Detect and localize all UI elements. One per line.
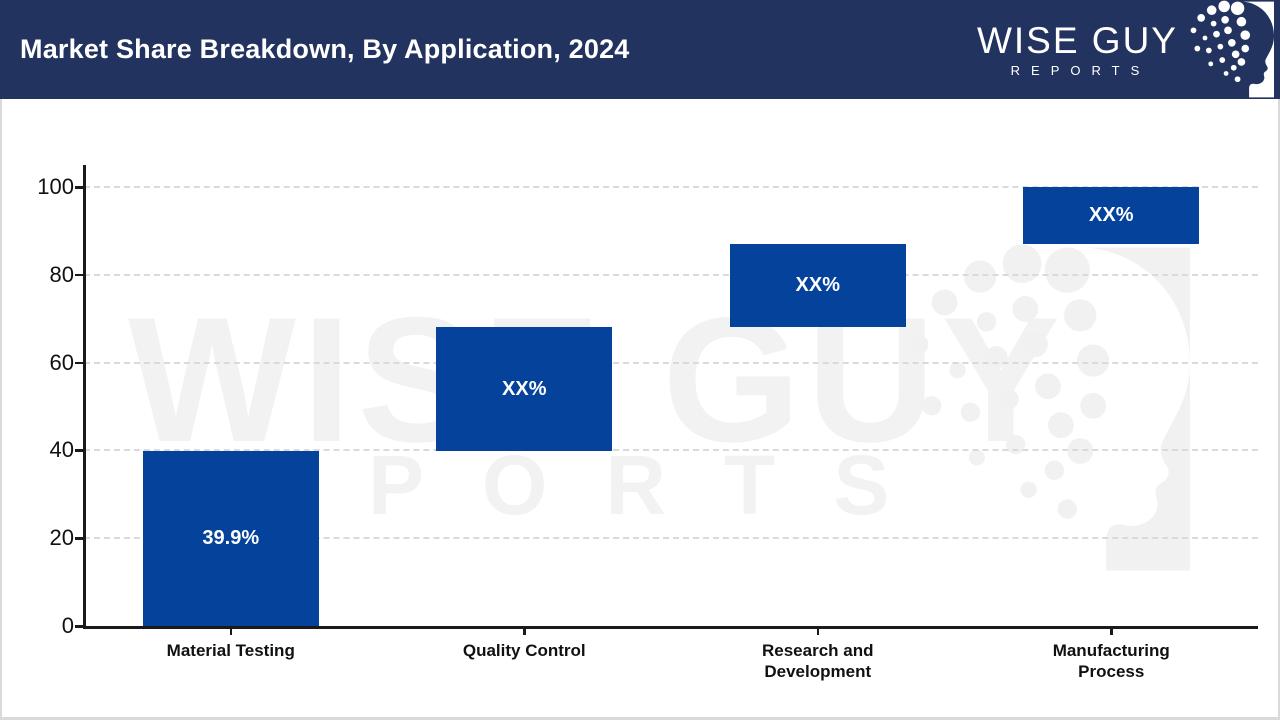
x-category-label: Manufacturing Process: [1052, 641, 1170, 682]
y-axis-tick: [75, 449, 84, 452]
x-category-label: Material Testing: [166, 641, 295, 660]
wiseguy-face-icon: [1190, 0, 1274, 98]
waterfall-plot: 0 20 40 60 80 100 39.9% Material Testing XX% Qual…: [0, 99, 1280, 720]
bar-value-label: XX%: [1089, 204, 1134, 227]
watermark-subtitle: PORTS: [368, 438, 948, 532]
y-axis-tick: [75, 625, 84, 628]
x-axis-tick: [229, 628, 233, 635]
y-axis-tick-label: 80: [49, 261, 74, 287]
x-category-label: Quality Control: [462, 641, 586, 660]
watermark-face-icon: [909, 244, 1190, 571]
y-axis-tick: [75, 361, 84, 365]
gridline: [84, 273, 1258, 276]
bar-value-label: XX%: [795, 274, 840, 297]
y-axis-tick: [75, 537, 84, 540]
y-axis-tick-label: 100: [37, 174, 74, 199]
x-axis-tick: [816, 628, 820, 635]
y-axis-line: [83, 165, 86, 628]
page-title: Market Share Breakdown, By Application, …: [20, 34, 630, 64]
x-category-label: Research and Development: [762, 641, 874, 682]
x-axis-tick: [1110, 628, 1113, 635]
wiseguy-logo: WISE GUY REPORTS: [977, 0, 1280, 99]
chart-area: WISE GUY PORTS 0 20 40 60 80 100 39.9% Material…: [0, 99, 1280, 720]
bar-segment: XX%: [729, 244, 906, 328]
gridline: [84, 537, 1258, 540]
y-axis-tick: [75, 273, 84, 277]
bar-segment: 39.9%: [142, 450, 319, 626]
gridline: [84, 186, 1258, 188]
x-axis-line: [83, 626, 1258, 629]
gridline: [84, 361, 1258, 364]
y-axis-tick: [75, 186, 84, 189]
y-axis-tick-label: 20: [49, 525, 74, 551]
gridline: [84, 449, 1258, 452]
y-axis-tick-label: 60: [49, 349, 74, 375]
y-axis-tick-label: 0: [61, 613, 74, 638]
logo-text: WISE GUY REPORTS: [977, 22, 1178, 78]
x-axis-tick: [523, 628, 526, 635]
bar-value-label: 39.9%: [202, 526, 260, 549]
y-axis-tick-label: 40: [49, 437, 74, 463]
bar-segment: XX%: [436, 327, 613, 451]
bar-segment: XX%: [1023, 187, 1200, 245]
header-bar: Market Share Breakdown, By Application, …: [0, 0, 1280, 99]
logo-wordmark: WISE GUY: [976, 19, 1178, 61]
bar-value-label: XX%: [502, 377, 547, 400]
logo-subtitle: REPORTS: [1010, 62, 1151, 78]
